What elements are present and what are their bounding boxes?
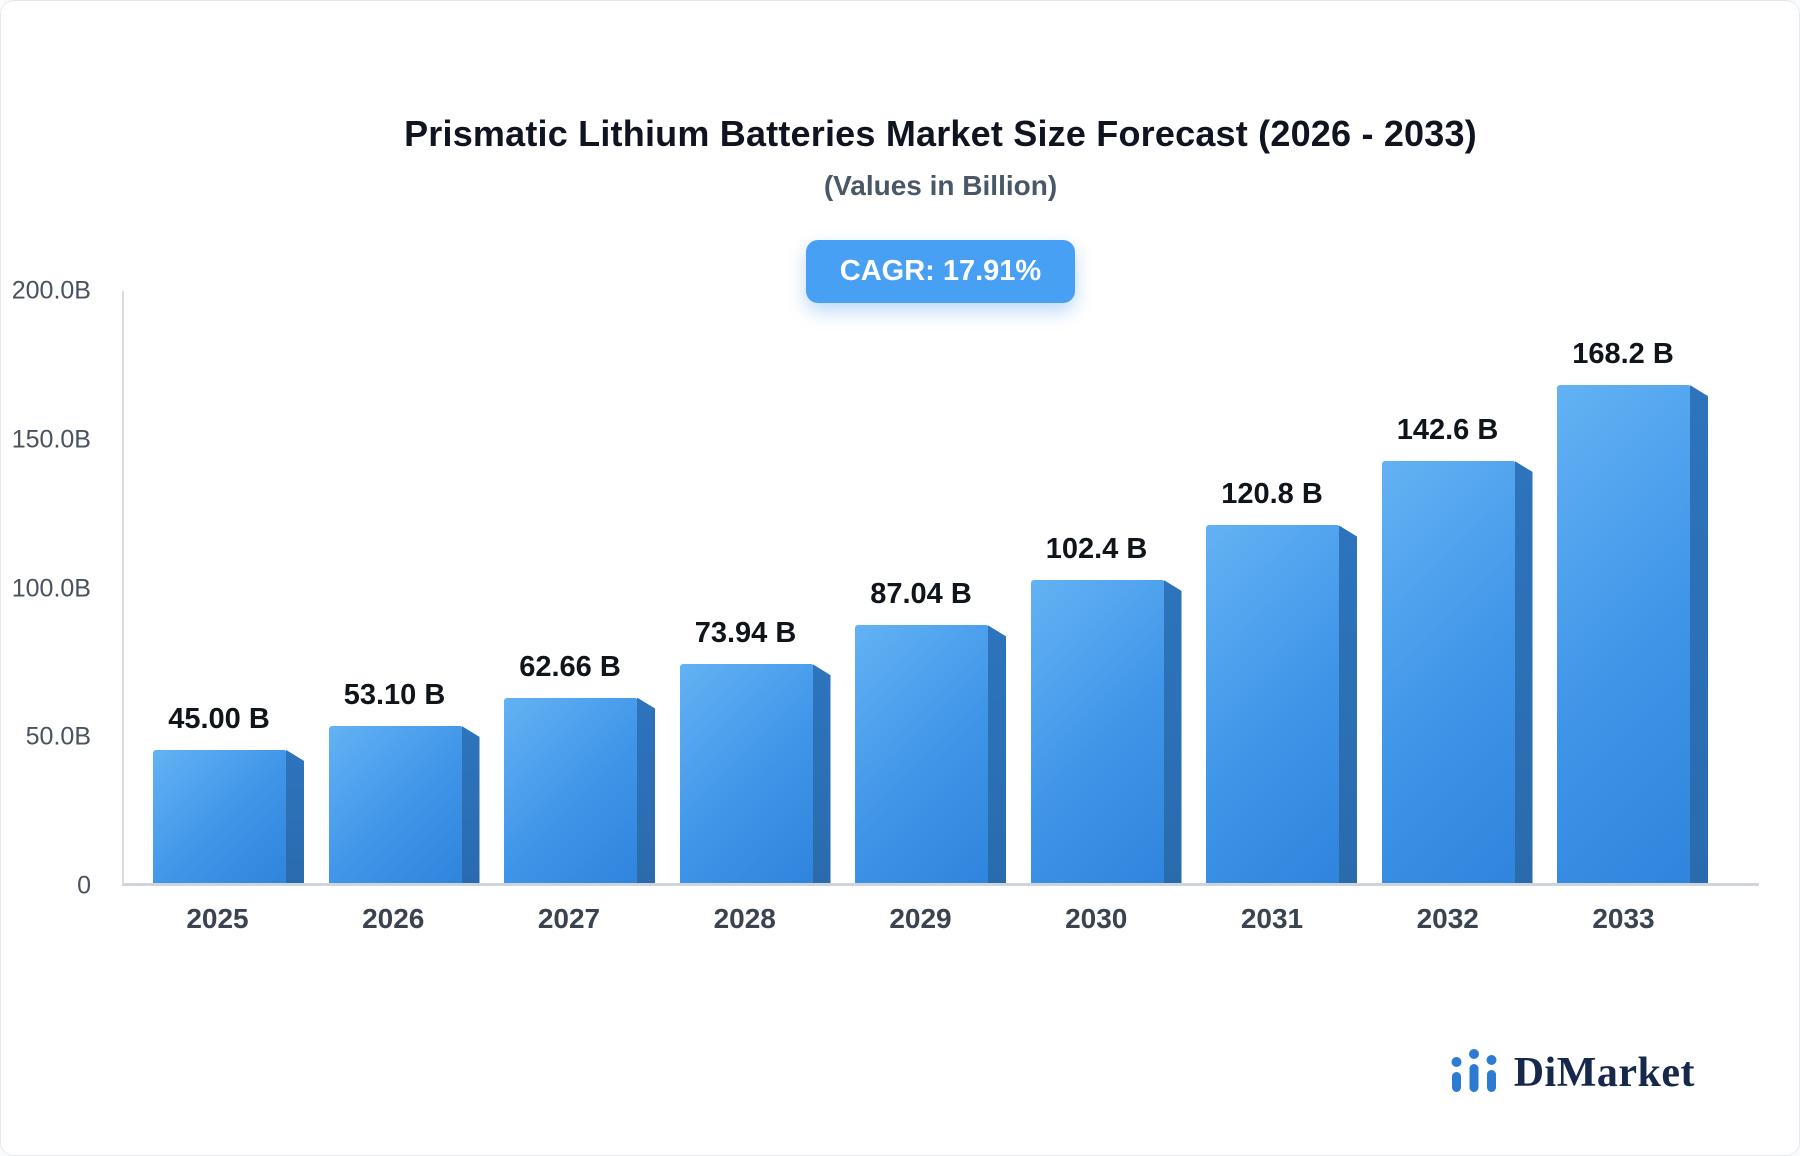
bar-2032: 142.6 B [1381,414,1533,883]
x-axis-label-2029: 2029 [889,903,952,934]
bar-value-label: 73.94 B [694,617,797,650]
bar-front-face [855,625,988,883]
cagr-badge: CAGR: 17.91% [805,240,1076,303]
bar-side-face [988,625,1006,883]
x-axis-label-2031: 2031 [1240,903,1304,934]
bar-side-face [637,697,655,883]
bar-value-label: 142.6 B [1396,413,1499,446]
bars: 45.00 B 53.10 B 62.66 B 73.94 B 87.04 B 102.4… [124,291,1759,883]
bar-side-face [1514,460,1533,883]
bar-front-face [1030,579,1164,883]
bar-value-label: 87.04 B [870,578,972,611]
bar-front-face [504,697,637,883]
bar-front-face [1557,385,1690,883]
bar-side-face [286,749,304,883]
x-axis-label-2033: 2033 [1592,903,1655,934]
y-axis-label: 100.0B [11,574,91,602]
bar-front-face [679,664,813,883]
y-axis-label: 50.0B [25,722,91,751]
bar-2033: 168.2 B [1557,338,1708,883]
bar-value-label: 168.2 B [1572,338,1674,371]
bar-side-face [1690,385,1708,883]
chart-header: Prismatic Lithium Batteries Market Size … [122,1,1759,303]
bar-2029: 87.04 B [855,578,1006,883]
bar-front-face [328,725,462,883]
bar-value-label: 45.00 B [168,702,270,735]
y-axis-label: 200.0B [11,276,91,305]
bar-side-face [1339,525,1357,883]
bar-front-face [1381,460,1515,883]
logo-text: DiMarket [1513,1049,1695,1096]
bar-front-face [153,749,286,883]
bar-side-face [1163,579,1182,883]
x-axis-label-2030: 2030 [1065,903,1128,934]
x-axis-label-2028: 2028 [713,903,776,934]
bar-2028: 73.94 B [679,617,831,883]
bar-value-label: 53.10 B [343,678,446,711]
bar-value-label: 102.4 B [1045,532,1148,565]
page-title: Prismatic Lithium Batteries Market Size … [404,113,1477,154]
bar-2031: 120.8 B [1206,478,1357,883]
y-axis-label: 0 [77,871,91,900]
x-axis-label-2027: 2027 [537,903,601,934]
bar-2030: 102.4 B [1030,533,1182,883]
x-axis: 2025 2026 2027 2028 2029 2030 2031 2032 2033 [122,903,1759,935]
bar-value-label: 120.8 B [1221,478,1323,511]
bar-value-label: 62.66 B [519,650,621,683]
brand-logo: DiMarket [1447,1043,1695,1102]
bar-2027: 62.66 B [504,651,655,883]
page-subtitle: (Values in Billion) [823,170,1058,201]
mini-bar-chart-icon [1447,1043,1501,1102]
bar-2026: 53.10 B [328,679,480,883]
bar-side-face [461,725,480,883]
bar-side-face [812,664,831,883]
y-axis-label: 150.0B [11,425,91,454]
x-axis-label-2026: 2026 [362,903,425,934]
bar-2025: 45.00 B [153,703,304,883]
x-axis-label-2032: 2032 [1416,903,1479,934]
plot-area: 45.00 B 53.10 B 62.66 B 73.94 B 87.04 B 102.4… [122,291,1759,886]
bar-front-face [1206,525,1339,883]
y-axis: 0 50.0B 100.0B 150.0B 200.0B [1,277,105,900]
x-axis-label-2025: 2025 [186,903,249,934]
